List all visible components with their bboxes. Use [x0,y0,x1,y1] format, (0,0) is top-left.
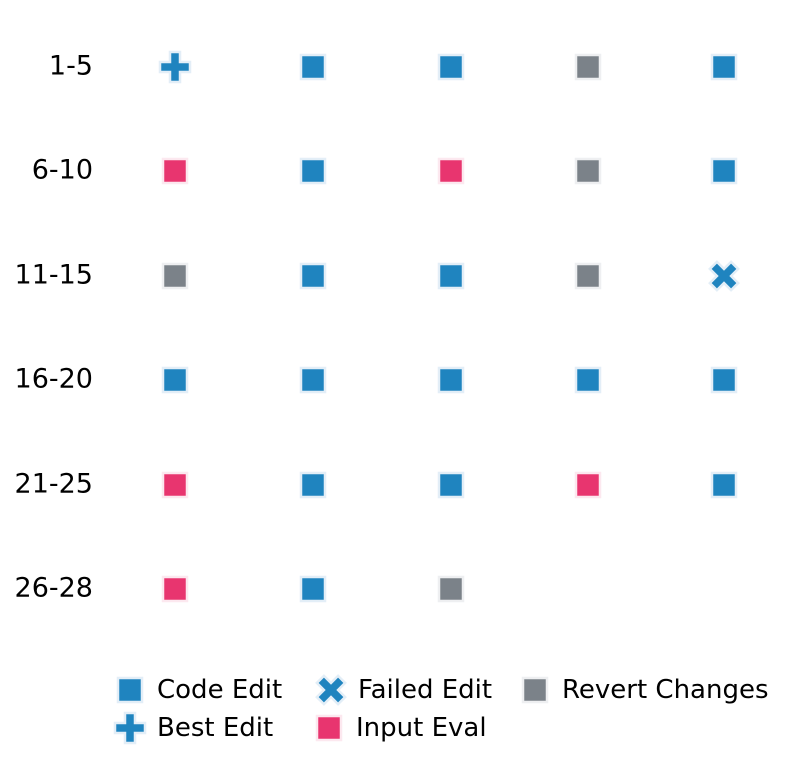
marker-code-edit [436,52,466,82]
marker-revert-changes [573,261,603,291]
row-label: 1-5 [48,50,93,82]
marker-code-edit [709,470,739,500]
marker-revert-changes [573,156,603,186]
marker-code-edit [709,52,739,82]
marker-input-eval [160,156,190,186]
marker-code-edit [573,365,603,395]
marker-code-edit [298,365,328,395]
marker-code-edit [709,156,739,186]
row-label: 6-10 [31,154,93,186]
marker-code-edit [298,574,328,604]
marker-code-edit [298,470,328,500]
marker-input-eval [573,470,603,500]
marker-failed-edit [707,259,741,293]
marker-code-edit [436,261,466,291]
row-label: 26-28 [14,572,93,604]
marker-code-edit [436,365,466,395]
marker-revert-changes [436,574,466,604]
marker-revert-changes [160,261,190,291]
row-label: 21-25 [14,468,93,500]
marker-code-edit [298,52,328,82]
marker-code-edit [709,365,739,395]
marker-code-edit [298,156,328,186]
marker-input-eval [160,574,190,604]
marker-input-eval [436,156,466,186]
row-label: 16-20 [14,363,93,395]
marker-input-eval [160,470,190,500]
marker-code-edit [160,365,190,395]
marker-revert-changes [573,52,603,82]
row-label: 11-15 [14,259,93,291]
marker-code-edit [298,261,328,291]
marker-code-edit [436,470,466,500]
marker-best-edit [158,50,192,84]
